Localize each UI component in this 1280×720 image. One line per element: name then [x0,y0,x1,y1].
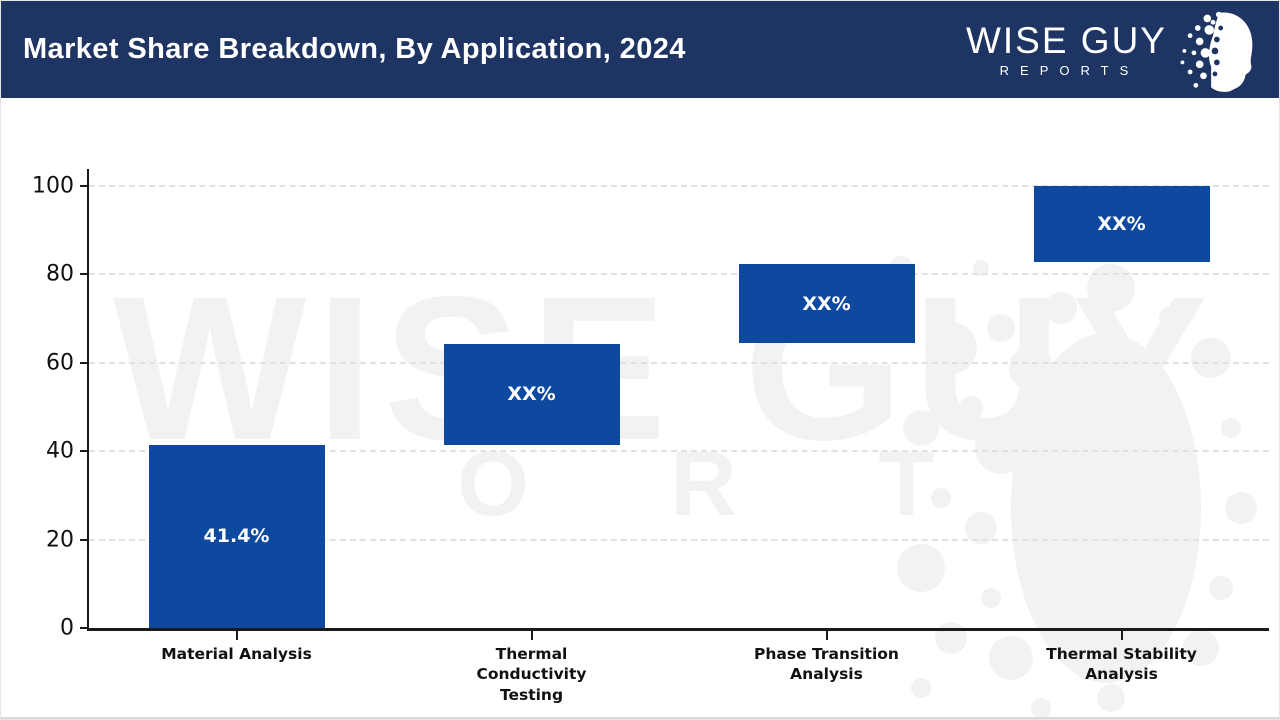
y-tick-100 [80,185,88,187]
y-tick-80 [80,273,88,276]
logo-brand-text: WISE GUY [965,20,1167,61]
y-tick-label-100: 100 [32,173,74,199]
logo-wordmark: WISE GUY REPORTS [966,22,1167,77]
bar-phase-transition-analysis: XX% [738,263,915,344]
header-banner: Market Share Breakdown, By Application, … [1,1,1279,98]
page-title: Market Share Breakdown, By Application, … [23,33,686,65]
bar-value-label: 41.4% [203,525,270,548]
bar-value-label: XX% [1097,213,1146,236]
y-tick-label-60: 60 [46,350,74,376]
y-tick-label-20: 20 [46,527,74,553]
gridline-60 [89,361,1269,364]
category-label-thermal-conductivity-testing: Thermal Conductivity Testing [476,645,587,704]
gridline-80 [89,273,1269,276]
bar-material-analysis: 41.4% [148,445,325,628]
x-tick-phase-transition-analysis [825,631,828,640]
category-label-material-analysis: Material Analysis [161,645,312,663]
y-tick-label-40: 40 [46,438,74,464]
wise-guy-reports-logo: WISE GUY REPORTS [966,7,1257,93]
y-tick-40 [80,450,88,453]
x-axis [87,628,1269,631]
x-tick-material-analysis [235,631,238,640]
bar-thermal-stability-analysis: XX% [1033,186,1210,263]
watermark-face-icon [889,238,1257,718]
logo-face-icon [1180,11,1253,92]
category-label-thermal-stability-analysis: Thermal Stability Analysis [1046,645,1197,684]
logo-sub-text: REPORTS [999,63,1140,78]
bar-value-label: XX% [507,383,556,406]
category-label-phase-transition-analysis: Phase Transition Analysis [754,645,899,684]
bar-value-label: XX% [802,292,851,315]
gridline-100 [89,185,1269,187]
gridline-40 [89,450,1269,453]
y-tick-label-0: 0 [60,615,74,641]
y-tick-label-80: 80 [46,261,74,287]
bar-thermal-conductivity-testing: XX% [443,343,620,445]
y-tick-20 [80,538,88,541]
gridline-20 [89,538,1269,541]
waterfall-chart: WISE GUY P O R T S 0 20 40 60 80 100 41.4% XX% X… [1,98,1279,719]
y-tick-0 [80,627,88,629]
y-axis [87,169,89,631]
footer-divider [1,717,1279,719]
x-tick-thermal-stability-analysis [1120,631,1123,640]
y-tick-60 [80,361,88,364]
x-tick-thermal-conductivity-testing [530,631,533,640]
